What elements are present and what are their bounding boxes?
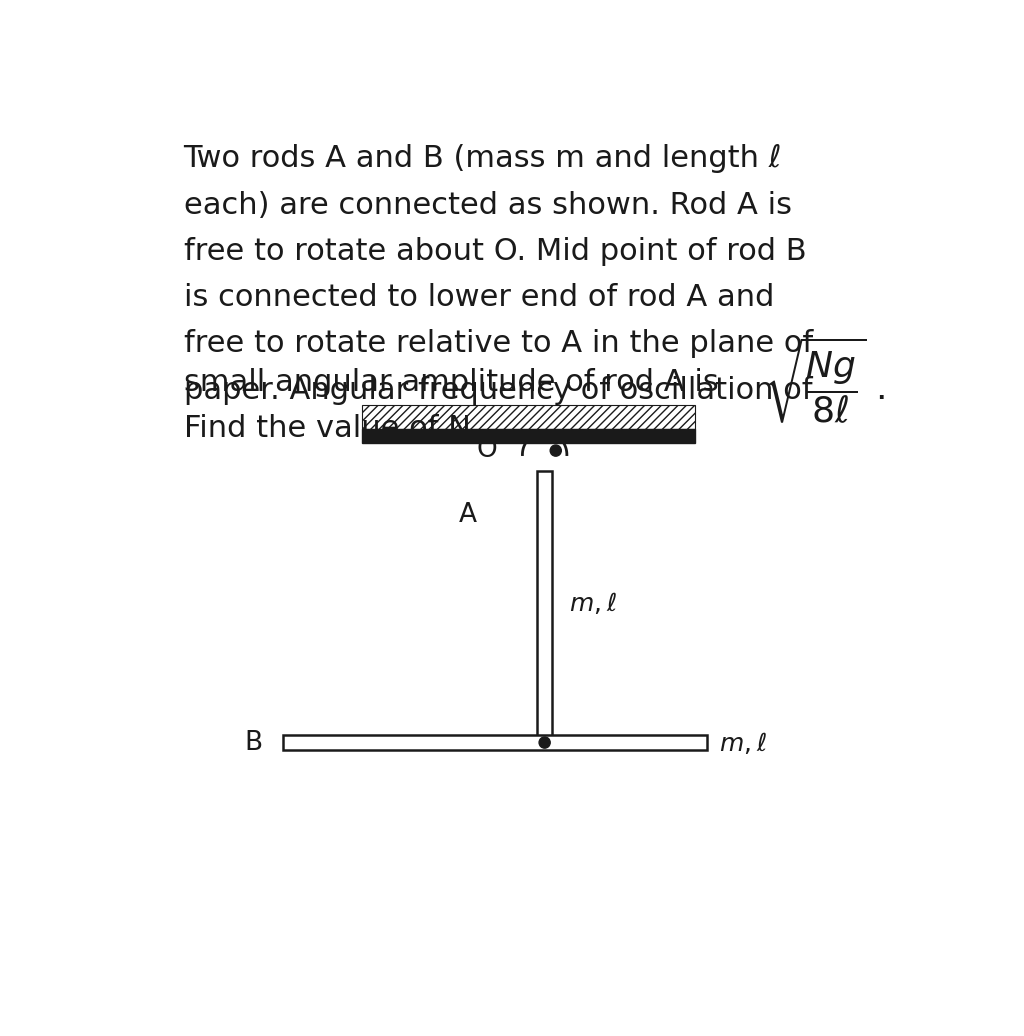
Bar — [362, 405, 695, 429]
Text: Two rods A and B (mass m and length ℓ: Two rods A and B (mass m and length ℓ — [183, 144, 782, 173]
Text: A: A — [459, 502, 477, 528]
Text: Find the value of N.: Find the value of N. — [183, 414, 480, 443]
Bar — [538, 471, 552, 747]
Text: is connected to lower end of rod A and: is connected to lower end of rod A and — [183, 283, 774, 312]
Text: free to rotate relative to A in the plane of: free to rotate relative to A in the plan… — [183, 329, 813, 358]
Text: free to rotate about O. Mid point of rod B: free to rotate about O. Mid point of rod… — [183, 237, 806, 266]
Bar — [283, 736, 708, 750]
Text: $m,\ell$: $m,\ell$ — [719, 729, 767, 755]
Text: $\sqrt{\dfrac{Ng}{8\ell}}$ .: $\sqrt{\dfrac{Ng}{8\ell}}$ . — [763, 336, 885, 427]
Text: B: B — [245, 729, 263, 755]
Text: paper. Angular frequency of oscillation of: paper. Angular frequency of oscillation … — [183, 376, 812, 405]
Text: O: O — [476, 437, 497, 463]
Circle shape — [539, 737, 550, 748]
Text: small angular amplitude of rod A is: small angular amplitude of rod A is — [183, 368, 718, 397]
Bar — [362, 429, 695, 442]
Circle shape — [550, 445, 561, 456]
Text: each) are connected as shown. Rod A is: each) are connected as shown. Rod A is — [183, 191, 792, 220]
Text: $m,\ell$: $m,\ell$ — [569, 589, 617, 616]
